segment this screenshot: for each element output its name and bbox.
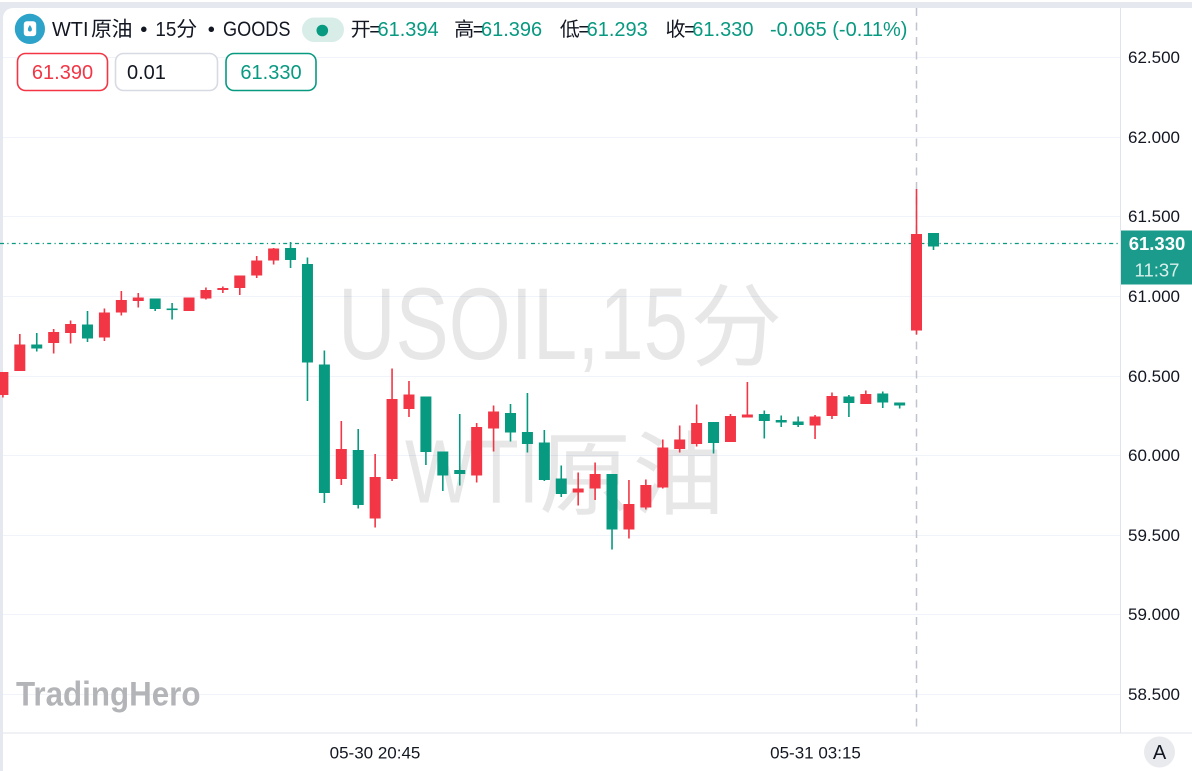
svg-text:=: = — [578, 19, 590, 41]
svg-text:59.000: 59.000 — [1128, 605, 1180, 624]
svg-text:58.500: 58.500 — [1128, 685, 1180, 704]
svg-text:61.500: 61.500 — [1128, 207, 1180, 226]
svg-text:62.000: 62.000 — [1128, 128, 1180, 147]
svg-text:59.500: 59.500 — [1128, 526, 1180, 545]
svg-text:15: 15 — [155, 19, 176, 41]
svg-text:61.330: 61.330 — [240, 62, 301, 84]
svg-text:61.394: 61.394 — [378, 19, 439, 41]
svg-text:60.500: 60.500 — [1128, 367, 1180, 386]
svg-text:TradingHero: TradingHero — [16, 676, 201, 714]
svg-text:61.330: 61.330 — [1129, 233, 1186, 254]
svg-text:61.390: 61.390 — [32, 62, 93, 84]
svg-text:USOIL,15: USOIL,15 — [338, 267, 688, 381]
svg-text:11:37: 11:37 — [1135, 260, 1180, 281]
svg-text:WTI: WTI — [52, 19, 89, 41]
svg-text:05-31 03:15: 05-31 03:15 — [770, 743, 861, 762]
svg-text:0.01: 0.01 — [127, 62, 166, 84]
svg-text:60.000: 60.000 — [1128, 446, 1180, 465]
svg-text:62.500: 62.500 — [1128, 48, 1180, 67]
svg-text:61.000: 61.000 — [1128, 287, 1180, 306]
svg-text:61.293: 61.293 — [587, 19, 648, 41]
svg-text:05-30 20:45: 05-30 20:45 — [330, 743, 421, 762]
svg-text:61.330: 61.330 — [692, 19, 753, 41]
svg-text:GOODS: GOODS — [223, 18, 291, 41]
svg-text:=: = — [369, 19, 381, 41]
svg-text:=: = — [684, 19, 696, 41]
svg-text:-0.065 (-0.11%): -0.065 (-0.11%) — [770, 19, 907, 41]
svg-text:61.396: 61.396 — [481, 19, 542, 41]
svg-text:A: A — [1153, 742, 1167, 764]
svg-text:=: = — [473, 19, 485, 41]
